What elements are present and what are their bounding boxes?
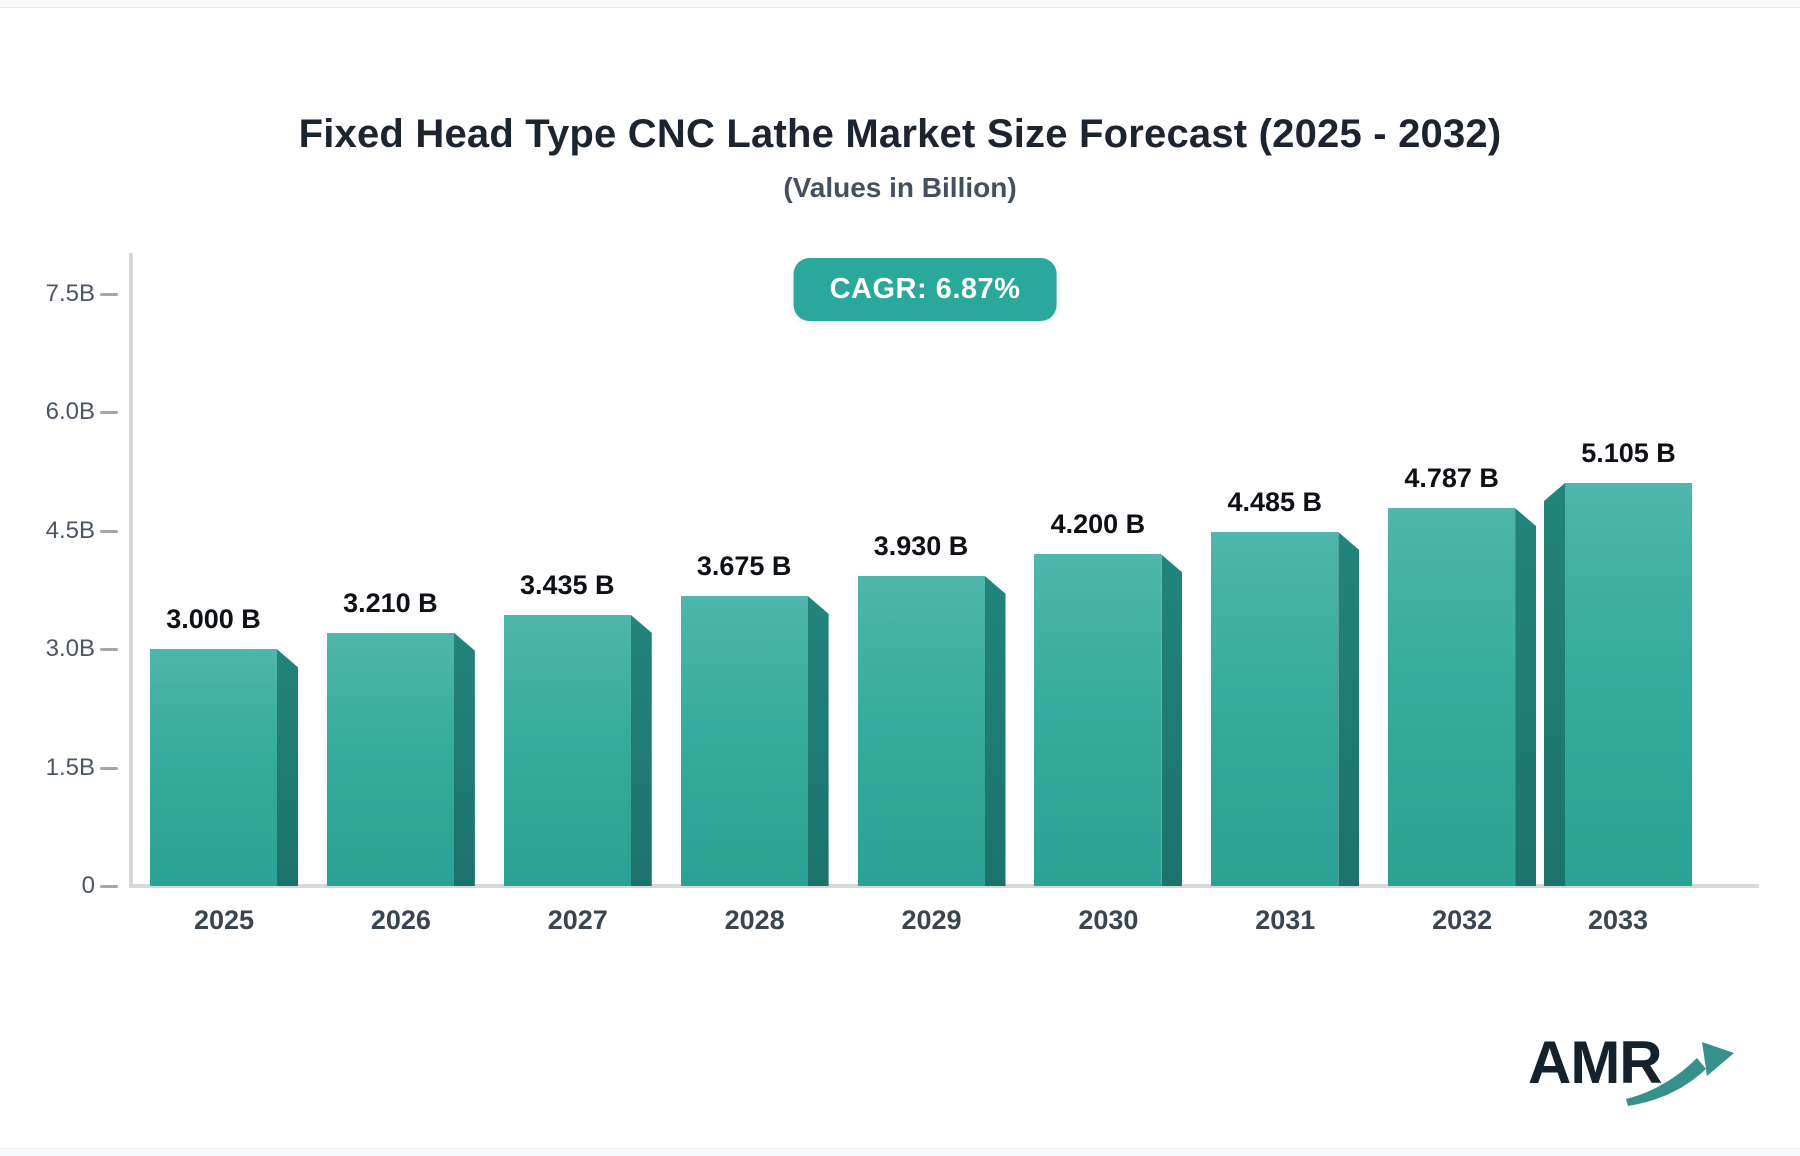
y-tick-dash xyxy=(100,648,118,652)
bar-2026 xyxy=(326,632,454,886)
bar-side-3d xyxy=(453,632,475,886)
bar-side-3d xyxy=(1544,483,1565,886)
bar-value-label: 3.675 B xyxy=(696,550,792,581)
bar-2029 xyxy=(857,575,985,886)
bar-side-3d xyxy=(630,614,652,886)
y-tick-label: 3.0B xyxy=(45,635,95,663)
x-axis-line xyxy=(129,884,1759,888)
bar-value-label: 3.930 B xyxy=(873,530,969,561)
bar-value-label: 3.000 B xyxy=(166,604,261,635)
y-tick-dash xyxy=(100,766,118,770)
bar-value-label: 3.210 B xyxy=(343,587,438,618)
bar-side-3d xyxy=(984,575,1006,886)
chart-title: Fixed Head Type CNC Lathe Market Size Fo… xyxy=(298,112,1502,156)
y-tick-dash xyxy=(100,529,118,533)
growth-arrow-icon xyxy=(1626,1042,1734,1106)
x-tick-label-2030: 2030 xyxy=(1078,905,1139,935)
x-tick-label-2033: 2033 xyxy=(1587,905,1649,935)
y-tick-label: 4.5B xyxy=(45,516,95,544)
x-tick-label-2028: 2028 xyxy=(724,905,785,935)
bar-side-3d xyxy=(1515,508,1537,886)
brand-logo-text: AMR xyxy=(1528,1029,1663,1096)
bar-side-3d xyxy=(1338,531,1360,886)
bar-side-3d xyxy=(1161,554,1183,886)
x-tick-label-2025: 2025 xyxy=(193,905,255,935)
page-bottom-strip xyxy=(0,1148,1800,1156)
bar-2027 xyxy=(503,614,631,886)
cagr-badge: CAGR: 6.87% xyxy=(793,258,1057,321)
y-tick-dash xyxy=(100,293,118,297)
x-tick-label-2026: 2026 xyxy=(370,905,431,935)
bar-value-label: 4.485 B xyxy=(1227,486,1323,517)
x-tick-label-2027: 2027 xyxy=(547,905,608,935)
x-tick-label-2032: 2032 xyxy=(1432,905,1493,935)
y-tick-label: 0 xyxy=(81,872,95,899)
bar-2032 xyxy=(1388,508,1516,886)
y-tick-label: 6.0B xyxy=(45,398,95,426)
bar-side-3d xyxy=(277,649,298,886)
bar-2033 xyxy=(1565,483,1692,886)
x-tick-label-2031: 2031 xyxy=(1255,905,1316,935)
bar-value-label: 5.105 B xyxy=(1581,438,1676,469)
page-top-strip xyxy=(0,0,1800,8)
y-tick-dash xyxy=(100,885,118,888)
bar-value-label: 4.787 B xyxy=(1404,463,1499,494)
chart-subtitle: (Values in Billion) xyxy=(783,172,1017,203)
y-tick-dash xyxy=(100,411,118,415)
y-tick-label: 1.5B xyxy=(45,753,95,781)
x-tick-label-2029: 2029 xyxy=(901,905,962,935)
bar-2031 xyxy=(1211,531,1339,886)
bar-2025 xyxy=(150,649,277,886)
y-axis-line xyxy=(129,253,133,886)
bar-value-label: 3.435 B xyxy=(519,569,615,600)
bar-side-3d xyxy=(807,595,829,886)
y-tick-label: 7.5B xyxy=(45,280,95,308)
bar-2030 xyxy=(1034,554,1162,886)
brand-logo: AMR xyxy=(1528,1028,1734,1118)
bar-value-label: 4.200 B xyxy=(1050,509,1146,540)
bar-2028 xyxy=(680,595,808,886)
